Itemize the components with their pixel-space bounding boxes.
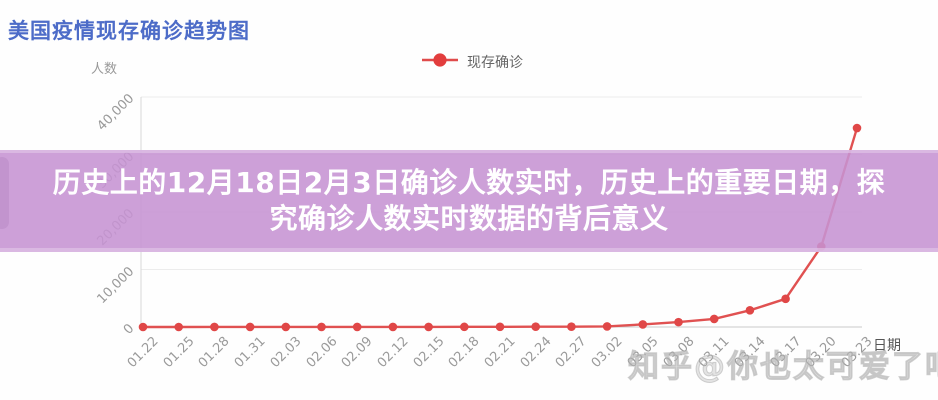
data-point-03.14 (745, 306, 755, 315)
data-point-03.23 (852, 123, 862, 133)
page-title: 美国疫情现存确诊趋势图 (8, 19, 250, 43)
legend-label: 现存确诊 (467, 55, 523, 71)
y-axis-title: 人数 (91, 62, 118, 77)
data-point-03.08 (674, 317, 683, 327)
data-point-02.24 (531, 322, 540, 331)
data-point-02.15 (424, 322, 433, 332)
zhihu-watermark: 知乎@你也太可爱了吧 (628, 349, 938, 386)
headline-overlay-banner: 历史上的12月18日2月3日确诊人数实时，历史上的重要日期，探 究确诊人数实时数… (0, 150, 938, 252)
data-point-01.31 (245, 322, 255, 332)
data-point-02.27 (567, 322, 576, 331)
data-point-03.05 (638, 320, 648, 329)
headline-line-2: 究确诊人数实时数据的背后意义 (269, 201, 669, 235)
data-point-03.11 (709, 314, 719, 324)
data-point-02.21 (495, 322, 505, 332)
data-point-01.28 (210, 322, 219, 332)
data-point-01.25 (174, 322, 183, 332)
data-point-02.12 (388, 322, 398, 332)
data-point-03.17 (781, 294, 790, 304)
data-point-02.03 (281, 322, 291, 332)
data-point-01.22 (138, 322, 148, 332)
legend-line-dot-icon (421, 52, 459, 72)
headline-line-1: 历史上的12月18日2月3日确诊人数实时，历史上的重要日期，探 (52, 165, 886, 199)
x-axis-title: 日期 (873, 338, 901, 354)
legend-item-existing-confirmed[interactable]: 现存确诊 (421, 52, 523, 72)
data-point-02.06 (317, 322, 326, 332)
data-point-02.18 (460, 322, 469, 332)
data-point-03.02 (602, 322, 612, 331)
data-point-02.09 (352, 322, 362, 332)
